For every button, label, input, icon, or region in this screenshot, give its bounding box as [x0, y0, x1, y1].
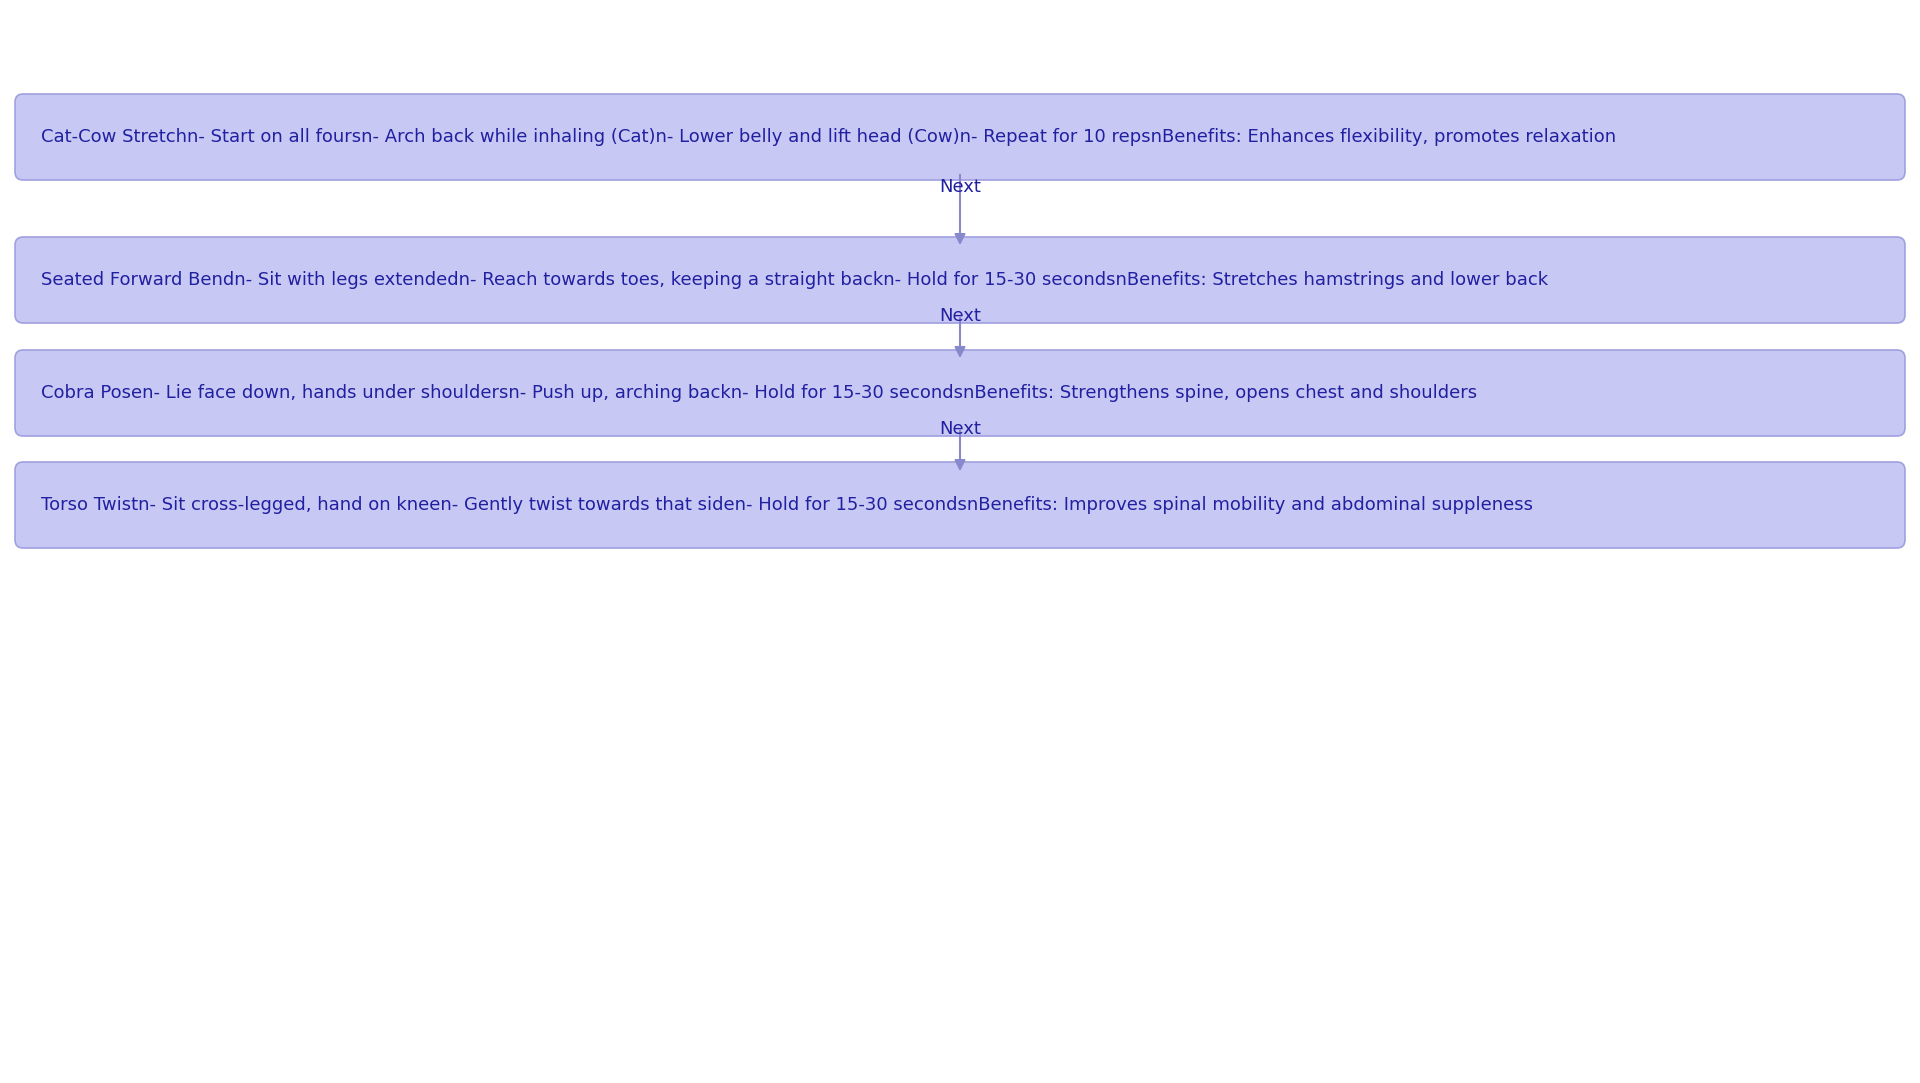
- Text: Next: Next: [939, 178, 981, 196]
- Text: Next: Next: [939, 306, 981, 325]
- FancyBboxPatch shape: [15, 94, 1905, 180]
- Text: Torso Twistn- Sit cross-legged, hand on kneen- Gently twist towards that siden- : Torso Twistn- Sit cross-legged, hand on …: [40, 496, 1532, 514]
- FancyBboxPatch shape: [15, 237, 1905, 323]
- Text: Seated Forward Bendn- Sit with legs extendedn- Reach towards toes, keeping a str: Seated Forward Bendn- Sit with legs exte…: [40, 271, 1548, 289]
- FancyBboxPatch shape: [15, 462, 1905, 548]
- Text: Next: Next: [939, 420, 981, 438]
- Text: Cat-Cow Stretchn- Start on all foursn- Arch back while inhaling (Cat)n- Lower be: Cat-Cow Stretchn- Start on all foursn- A…: [40, 128, 1617, 146]
- Text: Cobra Posen- Lie face down, hands under shouldersn- Push up, arching backn- Hold: Cobra Posen- Lie face down, hands under …: [40, 384, 1476, 402]
- FancyBboxPatch shape: [15, 350, 1905, 436]
